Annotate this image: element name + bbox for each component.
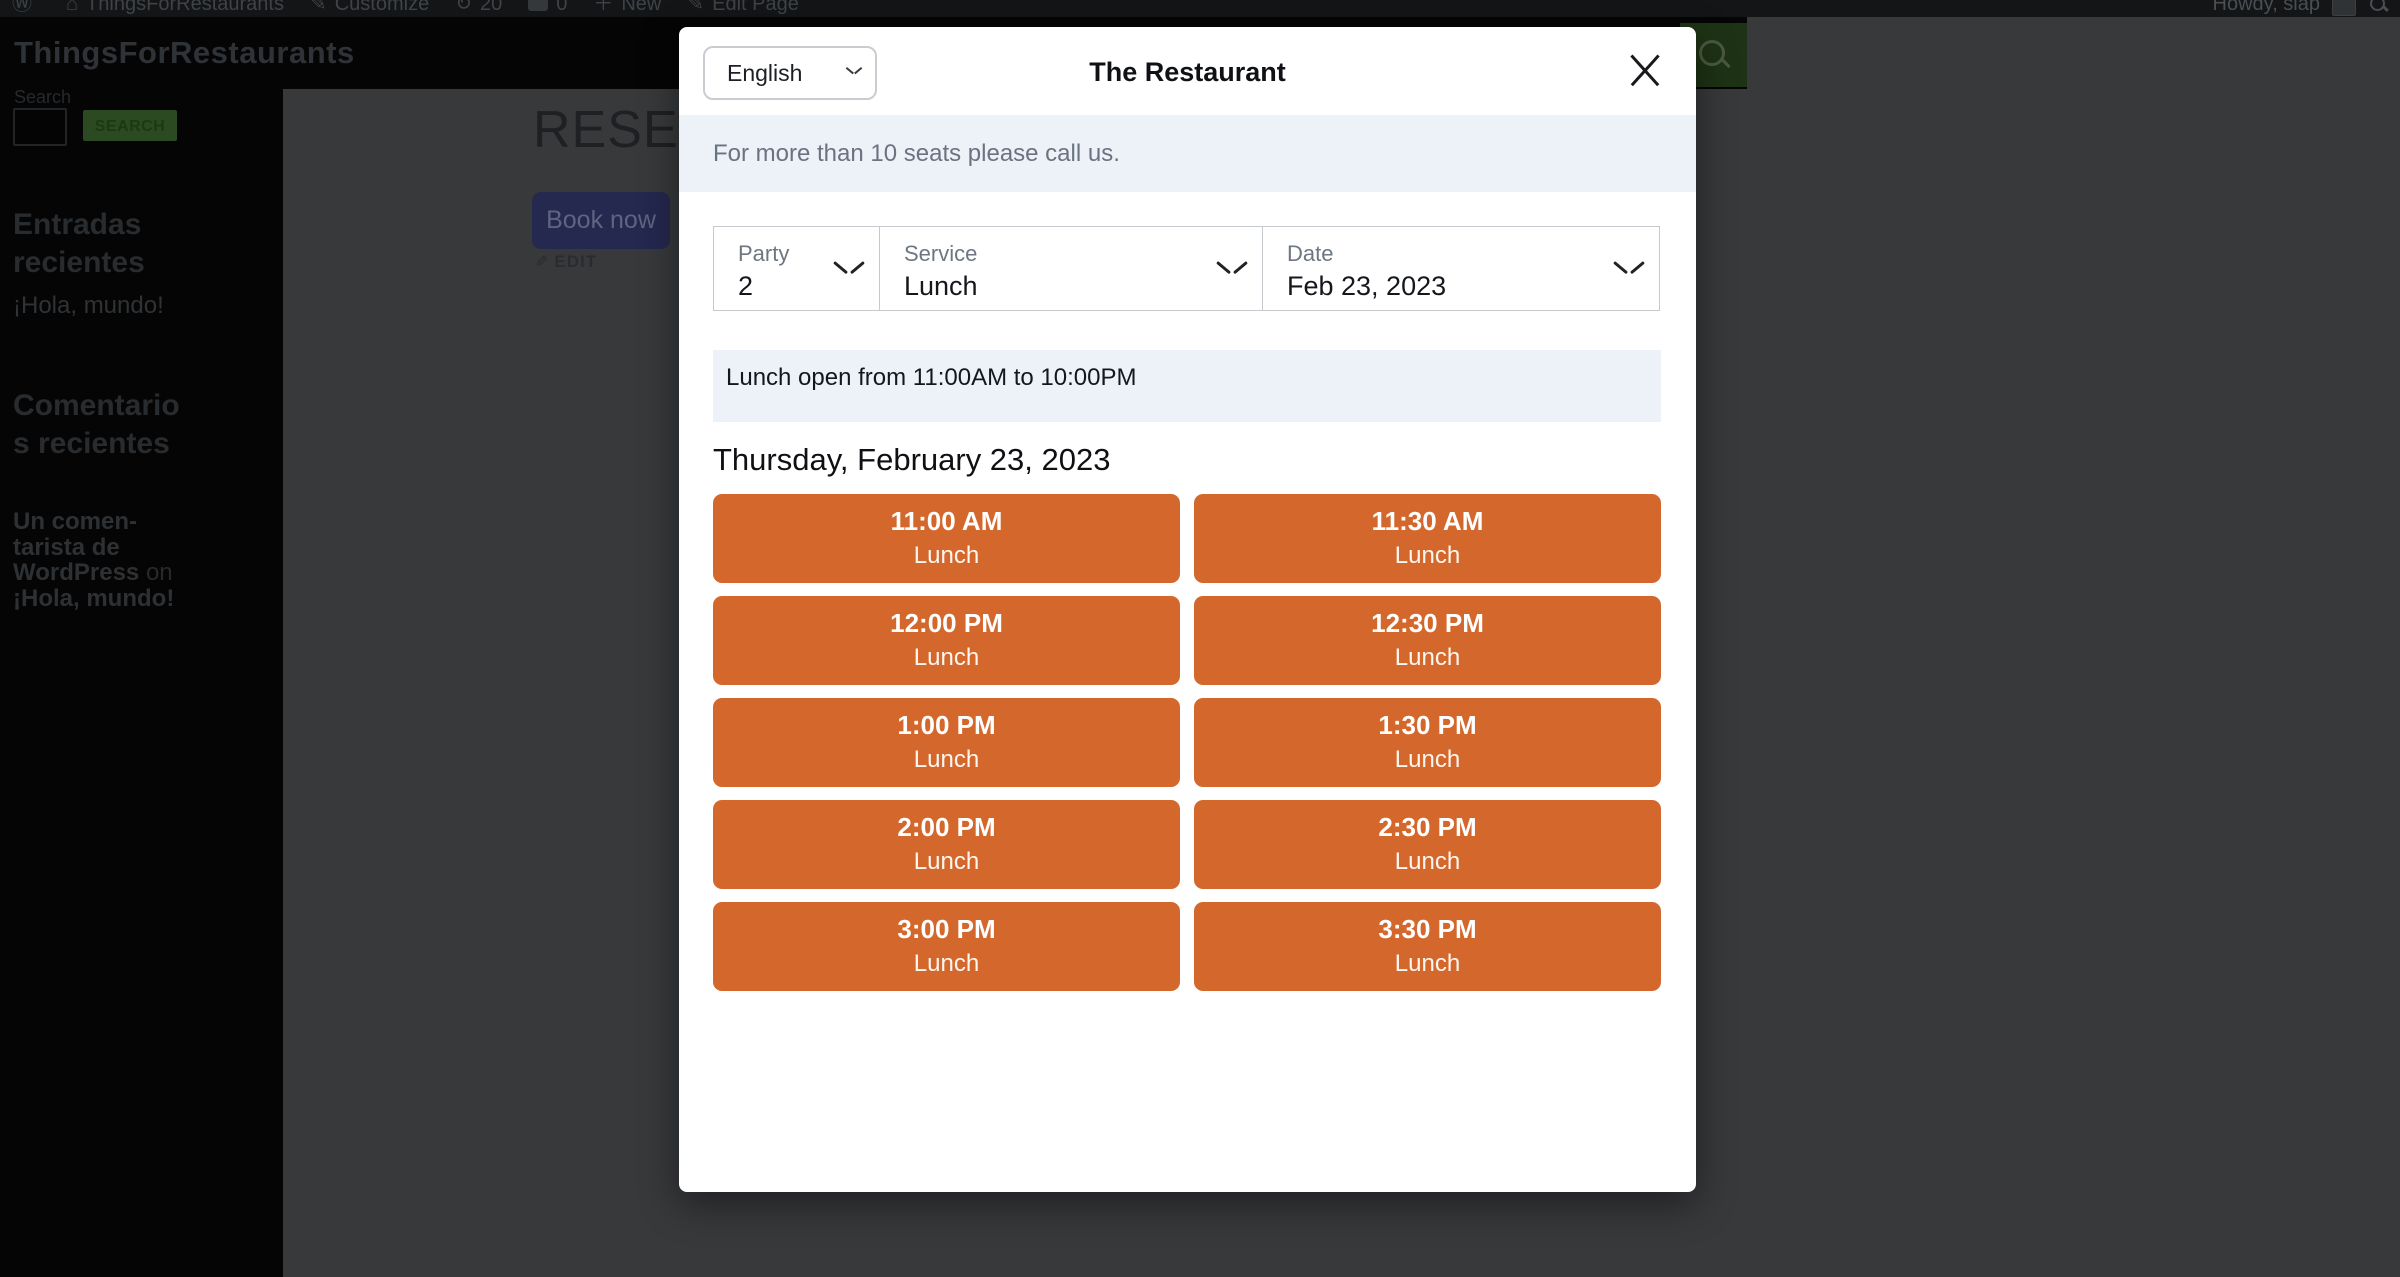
time-slot-button[interactable]: 2:00 PM Lunch — [713, 800, 1180, 889]
chevron-down-icon — [1218, 261, 1246, 276]
recent-comment-item[interactable]: Un comen­tarista de WordPress on ¡Hola, … — [13, 509, 195, 611]
chevron-down-icon — [835, 261, 863, 276]
admin-bar-icon: ✎ — [309, 0, 327, 15]
field-label: Party — [738, 241, 790, 266]
slot-service: Lunch — [913, 542, 980, 569]
comments-menu[interactable]: 0 — [528, 0, 567, 16]
open-hours-text: Lunch open from 11:00AM to 10:00PM — [726, 364, 1137, 391]
slot-time: 11:00 AM — [890, 506, 1003, 536]
slot-service: Lunch — [1394, 542, 1461, 569]
time-slot-button[interactable]: 12:30 PM Lunch — [1194, 596, 1661, 685]
language-select[interactable]: English — [703, 46, 877, 100]
slot-time: 11:30 AM — [1371, 506, 1484, 536]
admin-bar-icon: ↻ — [455, 0, 472, 15]
slot-service: Lunch — [913, 950, 980, 977]
search-icon[interactable] — [2368, 0, 2388, 14]
new-content-menu[interactable]: ＋ New — [593, 0, 661, 16]
edit-label: EDIT — [554, 252, 598, 271]
reservation-modal: English The Restaurant For more than 10 … — [679, 27, 1696, 1192]
field-value: Feb 23, 2023 — [1287, 271, 1447, 301]
howdy-label[interactable]: Howdy, slap — [2212, 0, 2320, 15]
updates-menu[interactable]: ↻ 20 — [455, 0, 502, 16]
time-slot-button[interactable]: 2:30 PM Lunch — [1194, 800, 1661, 889]
site-title[interactable]: ThingsForRestaurants — [14, 35, 355, 70]
recent-post-link[interactable]: ¡Hola, mundo! — [13, 292, 164, 319]
pencil-icon: ✎ — [534, 254, 549, 271]
recent-posts-heading: Entradas recientes — [13, 208, 145, 279]
time-slot-button[interactable]: 3:30 PM Lunch — [1194, 902, 1661, 991]
slot-service: Lunch — [1394, 848, 1461, 875]
time-slot-button[interactable]: 1:00 PM Lunch — [713, 698, 1180, 787]
time-slot-button[interactable]: 12:00 PM Lunch — [713, 596, 1180, 685]
wordpress-logo-icon[interactable]: Ⓦ — [12, 0, 40, 14]
seats-note-text: For more than 10 seats please call us. — [713, 139, 1120, 167]
time-slot-button[interactable]: 11:00 AM Lunch — [713, 494, 1180, 583]
field-value: 2 — [738, 271, 754, 301]
slot-service: Lunch — [1394, 746, 1461, 773]
slot-service: Lunch — [913, 746, 980, 773]
admin-bar-icon: ✎ — [687, 0, 705, 15]
time-slots-grid: 11:00 AM Lunch 11:30 AM Lunch 12:00 PM L… — [713, 494, 1661, 991]
recent-comments-heading: Comentarios recientes — [13, 389, 180, 460]
slot-service: Lunch — [913, 848, 980, 875]
admin-bar-icon — [528, 0, 549, 11]
slot-time: 12:30 PM — [1371, 608, 1484, 638]
close-icon[interactable] — [1621, 47, 1669, 95]
selected-date-heading: Thursday, February 23, 2023 — [713, 442, 1111, 477]
comment-post-link[interactable]: ¡Hola, mundo! — [13, 584, 175, 612]
book-now-button[interactable]: Book now — [532, 192, 670, 249]
time-slot-button[interactable]: 11:30 AM Lunch — [1194, 494, 1661, 583]
reservation-field-select[interactable]: Service Lunch — [880, 227, 1263, 310]
time-slot-button[interactable]: 1:30 PM Lunch — [1194, 698, 1661, 787]
reservation-field-select[interactable]: Party 2 — [714, 227, 880, 310]
modal-title: The Restaurant — [1089, 57, 1286, 87]
slot-time: 3:00 PM — [897, 914, 996, 944]
sidebar-search-label: Search — [14, 87, 72, 107]
field-value: Lunch — [904, 271, 978, 301]
slot-service: Lunch — [913, 644, 980, 671]
sidebar-search-button[interactable]: SEARCH — [83, 110, 177, 141]
slot-time: 3:30 PM — [1378, 914, 1477, 944]
slot-time: 2:30 PM — [1378, 812, 1477, 842]
magnifier-icon — [1697, 38, 1731, 72]
sidebar: Search SEARCH Entradas recientes ¡Hola, … — [0, 87, 283, 1277]
admin-bar-icon: ＋ — [593, 0, 614, 15]
slot-time: 12:00 PM — [890, 608, 1003, 638]
slot-service: Lunch — [1394, 950, 1461, 977]
wp-admin-bar: Ⓦ ⌂ ThingsForRestaurants ✎ Customize ↻ 2… — [0, 0, 2400, 17]
comment-author: Un comen­tarista de WordPress — [13, 508, 140, 586]
edit-page-link[interactable]: ✎ EDIT — [534, 252, 597, 272]
admin-bar-icon: Ⓦ — [12, 0, 32, 15]
seats-note-bar: For more than 10 seats please call us. — [679, 115, 1696, 192]
open-hours-bar: Lunch open from 11:00AM to 10:00PM — [713, 350, 1661, 422]
slot-time: 2:00 PM — [897, 812, 996, 842]
reservation-fields-row: Party 2 Service Lunch Date Feb 23, 2023 — [713, 226, 1660, 311]
slot-time: 1:00 PM — [897, 710, 996, 740]
sidebar-search-input[interactable] — [13, 108, 67, 146]
slot-service: Lunch — [1394, 644, 1461, 671]
site-name-menu[interactable]: ⌂ ThingsForRestaurants — [66, 0, 284, 16]
chevron-down-icon — [1615, 261, 1643, 276]
field-label: Service — [904, 241, 978, 266]
edit-page-menu[interactable]: ✎ Edit Page — [687, 0, 799, 16]
comment-connector: on — [139, 559, 173, 586]
language-value: English — [727, 59, 803, 86]
reservation-field-select[interactable]: Date Feb 23, 2023 — [1263, 227, 1659, 310]
customize-menu[interactable]: ✎ Customize — [310, 0, 429, 16]
slot-time: 1:30 PM — [1378, 710, 1477, 740]
field-label: Date — [1287, 241, 1334, 266]
time-slot-button[interactable]: 3:00 PM Lunch — [713, 902, 1180, 991]
avatar[interactable] — [2332, 0, 2356, 16]
admin-bar-icon: ⌂ — [66, 0, 79, 15]
